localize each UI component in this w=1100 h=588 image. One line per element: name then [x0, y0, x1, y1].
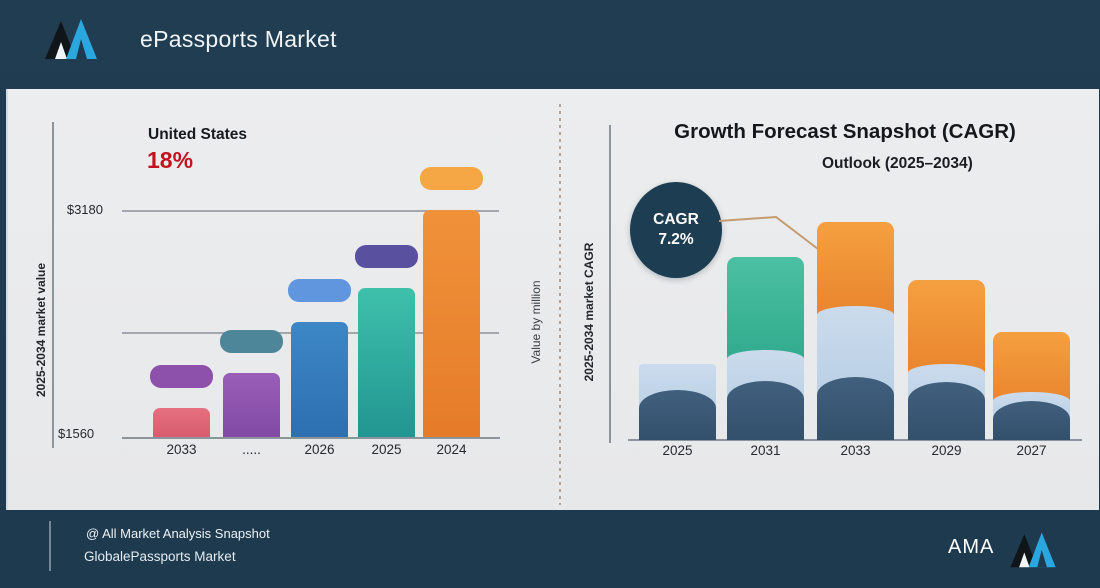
right-x-label-2033: 2033	[840, 443, 871, 458]
logo-blue-notch	[76, 39, 87, 59]
cagr-badge-label: CAGR	[653, 210, 699, 228]
right-x-label-2031: 2031	[750, 443, 781, 458]
ama-logo-icon	[45, 19, 97, 59]
cagr-badge-value: 7.2%	[658, 231, 694, 248]
y-tick-1560: $1560	[58, 426, 95, 441]
left-chart-highlight: 18%	[147, 147, 194, 173]
right-bar-2029	[908, 280, 985, 440]
right-bar-2031	[727, 257, 804, 440]
left-bar-2024	[423, 210, 480, 438]
left-bar-2033	[153, 408, 210, 438]
right-bar-2033-top-segment	[817, 222, 894, 322]
left-x-label-2026: 2026	[304, 442, 335, 457]
right-chart-title: Growth Forecast Snapshot (CAGR)	[674, 120, 1016, 143]
right-bar-2025	[639, 364, 716, 440]
left-bar-cap-.....	[220, 330, 283, 353]
right-bar-2031-base-segment	[727, 381, 804, 440]
left-bar-cap-2033	[150, 365, 213, 388]
left-x-label-2024: 2024	[436, 442, 467, 457]
value-axis-label: Value by million	[529, 280, 543, 364]
left-bar-.....	[223, 373, 280, 438]
charts-divider	[559, 104, 561, 505]
right-x-label-2027: 2027	[1016, 443, 1047, 458]
right-y-axis	[609, 125, 611, 443]
right-y-axis-label: 2025-2034 market CAGR	[582, 242, 596, 382]
footer-brand-text: AMA	[948, 536, 995, 558]
right-x-label-2029: 2029	[931, 443, 962, 458]
footer-logo-white-notch	[1019, 552, 1030, 568]
logo-blue-peak	[66, 19, 97, 59]
footer-logo-blue-notch	[1037, 549, 1047, 568]
right-bar-2027	[993, 332, 1070, 440]
left-x-label-2025: 2025	[371, 442, 402, 457]
left-bar-cap-2025	[355, 245, 418, 268]
right-bar-2031-top-segment	[727, 257, 804, 366]
left-bar-cap-2024	[420, 167, 483, 190]
logo-black-peak	[45, 21, 76, 59]
left-y-axis-label: 2025-2034 market value	[34, 262, 48, 398]
cagr-badge: CAGR 7.2%	[630, 182, 722, 278]
right-chart-subtitle: Outlook (2025–2034)	[822, 155, 973, 172]
right-bar-2033	[817, 222, 894, 440]
footer-logo-blue-peak	[1028, 532, 1056, 568]
left-x-axis	[122, 437, 500, 439]
left-bar-2025	[358, 288, 415, 438]
footer-divider	[49, 521, 51, 571]
left-bar-cap-2026	[288, 279, 351, 302]
right-bar-2033-base-segment	[817, 377, 894, 440]
footer-credit-line2: GlobalePassports Market	[84, 549, 236, 564]
footer-credit-line1: @ All Market Analysis Snapshot	[86, 526, 270, 541]
right-bar-2029-base-segment	[908, 382, 985, 440]
left-x-label-2033: 2033	[166, 442, 197, 457]
left-bar-2026	[291, 322, 348, 438]
left-y-axis	[52, 122, 54, 448]
right-bar-2027-base-segment	[993, 401, 1070, 440]
right-bar-2029-top-segment	[908, 280, 985, 380]
footer-ama-logo-icon	[1010, 532, 1056, 568]
right-x-axis	[628, 439, 1082, 441]
y-tick-3180: $3180	[66, 202, 103, 217]
logo-white-notch	[55, 42, 67, 59]
gridline-top	[122, 210, 499, 212]
left-x-label-.....: .....	[242, 442, 261, 457]
page-title: ePassports Market	[140, 26, 337, 52]
right-bar-2025-base-segment	[639, 390, 716, 440]
footer-logo-black-peak	[1010, 534, 1038, 568]
left-chart-title: United States	[148, 126, 248, 143]
right-x-label-2025: 2025	[662, 443, 693, 458]
